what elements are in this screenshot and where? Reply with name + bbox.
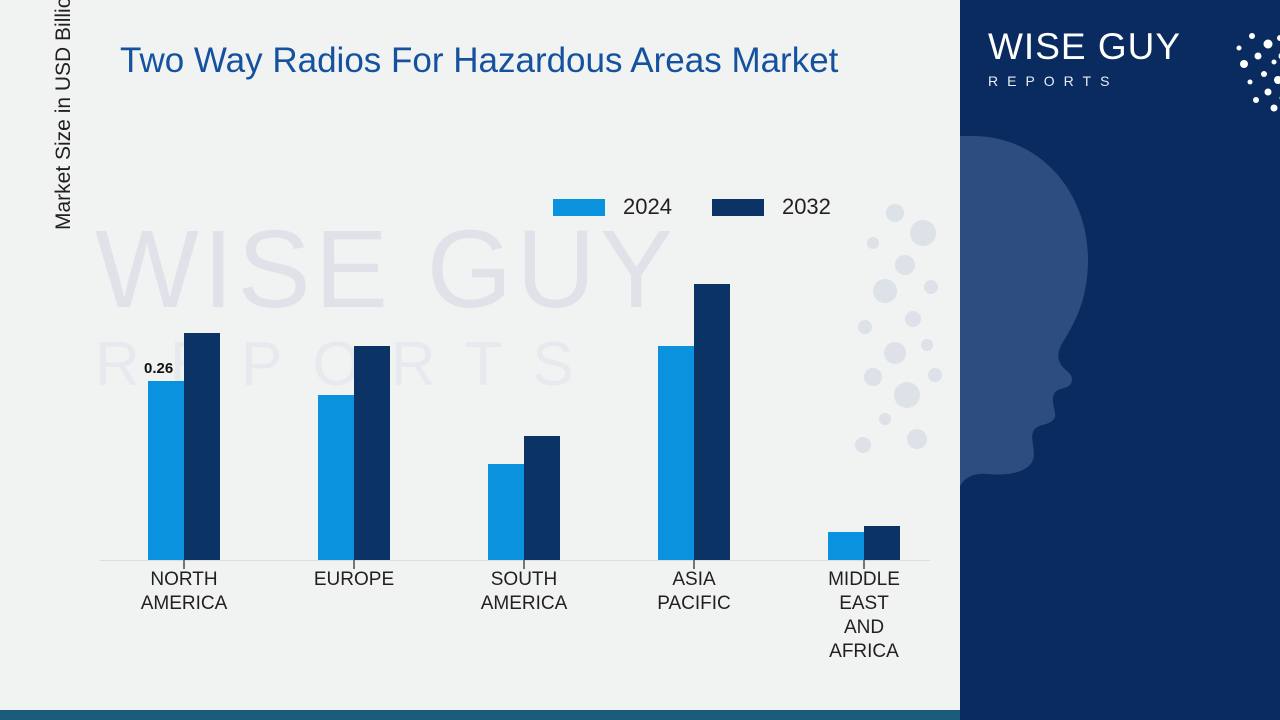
category-label-line: ASIA — [672, 569, 716, 590]
axis-tick — [523, 560, 525, 569]
bar-2032[interactable] — [354, 346, 390, 560]
bar-2032[interactable] — [184, 332, 220, 560]
category-label-line: NORTH — [150, 569, 218, 590]
legend-item[interactable]: 2024 — [553, 194, 672, 220]
legend-item[interactable]: 2032 — [711, 194, 831, 220]
brand-logo: WISE GUY REPORTS — [988, 26, 1280, 116]
x-axis-category-label: MIDDLE EAST AND AFRICA — [779, 568, 949, 664]
chart-legend: 2024 2032 — [553, 194, 831, 220]
category-label-line: EUROPE — [313, 569, 395, 590]
bar-2024[interactable] — [488, 463, 524, 560]
category-label-line: EAST — [839, 593, 889, 614]
brand-panel: WISE GUY REPORTS — [960, 0, 1280, 720]
category-label-line: SOUTH — [490, 569, 558, 590]
legend-swatch-2024 — [553, 198, 605, 216]
bar-2032[interactable] — [864, 525, 900, 560]
bar-2032[interactable] — [694, 284, 730, 560]
logo-dots-icon — [1236, 33, 1280, 112]
legend-label: 2032 — [781, 194, 831, 219]
bar-2024[interactable] — [828, 532, 864, 560]
bar-2024[interactable] — [658, 346, 694, 560]
legend-swatch-2032 — [711, 198, 764, 216]
x-axis-line — [100, 560, 930, 561]
bar-value-label: 0.26 — [144, 359, 174, 377]
category-label-line: AMERICA — [480, 593, 568, 614]
axis-tick — [183, 560, 185, 569]
bar-group — [658, 250, 730, 569]
x-axis-category-label: SOUTH AMERICA — [439, 568, 609, 616]
category-label-line: AFRICA — [829, 641, 899, 662]
category-label-line: AND — [843, 617, 885, 638]
plot-area: Market Size in USD Billion 0.26 NORTH AME… — [52, 0, 949, 664]
category-label-line: PACIFIC — [657, 593, 731, 614]
bar-group — [318, 250, 390, 569]
logo-sub-text: REPORTS — [988, 73, 1119, 89]
y-axis-label: Market Size in USD Billion — [52, 0, 75, 230]
category-label-line: MIDDLE — [828, 569, 900, 590]
legend-label: 2024 — [623, 194, 672, 219]
bar-2032[interactable] — [524, 436, 560, 560]
logo-main-text: WISE GUY — [988, 26, 1182, 67]
footer-accent-bar — [0, 710, 960, 720]
head-silhouette-icon — [960, 136, 1088, 487]
x-axis-category-label: NORTH AMERICA — [99, 568, 269, 616]
bar-group: 0.26 — [144, 250, 220, 569]
page-title: Two Way Radios For Hazardous Areas Marke… — [120, 41, 839, 80]
bar-group — [828, 250, 900, 569]
axis-tick — [353, 560, 355, 569]
category-label-line: AMERICA — [140, 593, 228, 614]
x-axis-category-label: EUROPE — [269, 568, 439, 592]
x-axis-category-label: ASIA PACIFIC — [609, 568, 779, 616]
bar-2024[interactable] — [148, 380, 184, 560]
bar-2024[interactable] — [318, 394, 354, 560]
axis-tick — [863, 560, 865, 569]
bar-group — [488, 250, 560, 569]
axis-tick — [693, 560, 695, 569]
